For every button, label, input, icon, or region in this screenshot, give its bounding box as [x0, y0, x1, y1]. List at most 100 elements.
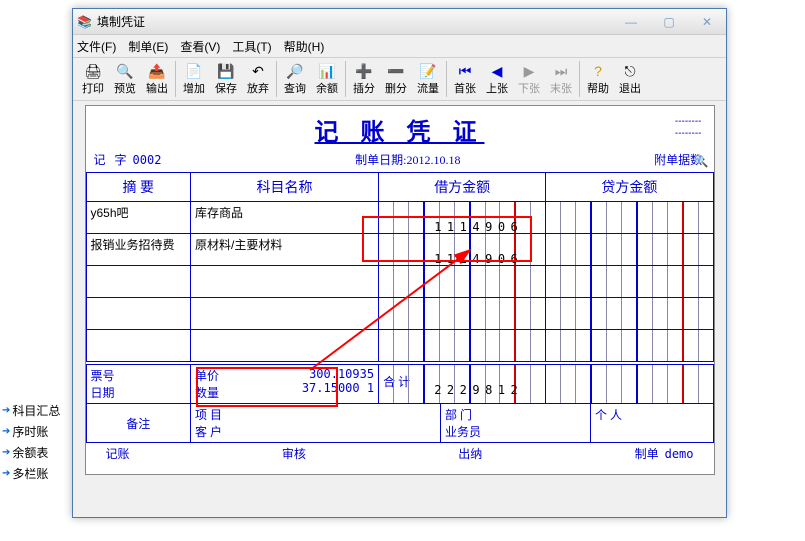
price-value[interactable]: 300.10935 — [309, 367, 374, 381]
content-area: 记 账 凭 证 ---------------- 🔍 记 字 0002 制单日期… — [73, 101, 726, 517]
menu-edit[interactable]: 制单(E) — [128, 38, 168, 55]
col-credit-header: 贷方金额 — [546, 173, 713, 202]
window-title: 填制凭证 — [97, 13, 616, 30]
save-icon: 💾 — [217, 62, 234, 80]
menu-help[interactable]: 帮助(H) — [284, 38, 325, 55]
export-icon: 📤 — [148, 62, 165, 80]
col-debit-header: 借方金额 — [379, 173, 546, 202]
help-button[interactable]: ?帮助 — [582, 59, 614, 99]
separator — [446, 61, 447, 97]
insert-icon: ➕ — [355, 62, 372, 80]
audit-label: 审核 — [282, 445, 306, 462]
qty-value[interactable]: 37.15000 — [302, 381, 360, 395]
maker: 制单 demo — [635, 445, 694, 462]
subject-cell[interactable] — [191, 298, 378, 302]
footer-ticket: 票号 日期 — [86, 365, 191, 404]
footer-price-qty: 单价数量 300.10935 37.15000 1 — [191, 365, 379, 404]
voucher-row[interactable]: 报销业务招待费原材料/主要材料 1114906 — [86, 234, 713, 266]
delete-icon: ➖ — [387, 62, 404, 80]
print-icon: 🖨 — [84, 62, 102, 80]
app-icon: 📚 — [77, 14, 93, 30]
preview-icon: 🔍 — [116, 62, 133, 80]
separator — [175, 61, 176, 97]
summary-cell[interactable] — [87, 266, 191, 270]
prev-icon: ◀ — [492, 62, 503, 80]
sidebar-label: 科目汇总 — [12, 402, 60, 419]
insert-button[interactable]: ➕插分 — [348, 59, 380, 99]
debit-value[interactable]: 1114906 — [434, 220, 523, 234]
maximize-button[interactable]: ▢ — [654, 13, 684, 31]
menu-view[interactable]: 查看(V) — [180, 38, 220, 55]
voucher-number[interactable]: 0002 — [133, 153, 162, 167]
exit-button[interactable]: ⎋退出 — [614, 59, 646, 99]
voucher-row[interactable]: y65h吧库存商品 1114906 — [86, 202, 713, 234]
preview-button[interactable]: 🔍预览 — [109, 59, 141, 99]
voucher-table: 摘 要 科目名称 借方金额 贷方金额 y65h吧库存商品1114906报销业务招… — [86, 172, 714, 362]
titlebar: 📚 填制凭证 — ▢ ✕ — [73, 9, 726, 35]
voucher-form: 记 账 凭 证 ---------------- 🔍 记 字 0002 制单日期… — [85, 105, 715, 475]
sidebar-label: 余额表 — [12, 444, 48, 461]
prev-button[interactable]: ◀上张 — [481, 59, 513, 99]
col-summary-header: 摘 要 — [86, 173, 191, 202]
cancel-icon: ↶ — [252, 62, 264, 80]
summary-cell[interactable] — [87, 298, 191, 302]
close-button[interactable]: ✕ — [692, 13, 722, 31]
arrow-icon: ➔ — [2, 447, 10, 458]
subject-cell[interactable] — [191, 330, 378, 334]
dashed-decoration: ---------------- — [675, 116, 702, 140]
last-icon: ⏭ — [555, 62, 568, 80]
summary-cell[interactable]: 报销业务招待费 — [87, 234, 191, 255]
sidebar-label: 序时账 — [12, 423, 48, 440]
voucher-header: 记 字 0002 制单日期:2012.10.18 附单据数: — [86, 149, 714, 170]
voucher-footer-table: 票号 日期 单价数量 300.10935 37.15000 1 — [86, 364, 714, 443]
remark-label: 备注 — [86, 404, 191, 443]
voucher-bottom-bar: 记账 审核 出纳 制单 demo — [86, 443, 714, 464]
subject-cell[interactable]: 库存商品 — [191, 202, 378, 223]
add-button[interactable]: 📄增加 — [178, 59, 210, 99]
print-button[interactable]: 🖨打印 — [77, 59, 109, 99]
voucher-title: 记 账 凭 证 — [86, 106, 714, 149]
voucher-type: 记 字 0002 — [94, 151, 162, 168]
sidebar-item-journal[interactable]: ➔序时账 — [0, 421, 70, 442]
summary-cell[interactable]: y65h吧 — [87, 202, 191, 223]
sidebar-item-summary[interactable]: ➔科目汇总 — [0, 400, 70, 421]
query-icon: 🔎 — [286, 62, 303, 80]
cancel-button[interactable]: ↶放弃 — [242, 59, 274, 99]
subject-cell[interactable]: 原材料/主要材料 — [191, 234, 378, 255]
save-button[interactable]: 💾保存 — [210, 59, 242, 99]
voucher-row[interactable] — [86, 266, 713, 298]
first-button[interactable]: ⏮首张 — [449, 59, 481, 99]
subject-cell[interactable] — [191, 266, 378, 270]
magnify-icon[interactable]: 🔍 — [694, 154, 710, 170]
footer-total-label-cell: 合 计 2229812 — [379, 365, 546, 404]
sidebar-item-multi[interactable]: ➔多栏账 — [0, 463, 70, 484]
voucher-row[interactable] — [86, 330, 713, 362]
arrow-icon: ➔ — [2, 405, 10, 416]
export-button[interactable]: 📤输出 — [141, 59, 173, 99]
next-button[interactable]: ▶下张 — [513, 59, 545, 99]
flow-icon: 📝 — [419, 62, 436, 80]
flow-button[interactable]: 📝流量 — [412, 59, 444, 99]
main-window: 📚 填制凭证 — ▢ ✕ 文件(F) 制单(E) 查看(V) 工具(T) 帮助(… — [72, 8, 727, 518]
remark-row: 项 目 客 户 部 门 业务员 个 人 — [191, 404, 714, 443]
last-button[interactable]: ⏭末张 — [545, 59, 577, 99]
first-icon: ⏮ — [459, 62, 472, 80]
add-icon: 📄 — [185, 62, 202, 80]
sidebar-label: 多栏账 — [12, 465, 48, 482]
minimize-button[interactable]: — — [616, 13, 646, 31]
menu-tools[interactable]: 工具(T) — [232, 38, 271, 55]
voucher-row[interactable] — [86, 298, 713, 330]
voucher-date: 制单日期:2012.10.18 — [355, 151, 460, 168]
query-button[interactable]: 🔎查询 — [279, 59, 311, 99]
next-icon: ▶ — [524, 62, 535, 80]
balance-button[interactable]: 📊余额 — [311, 59, 343, 99]
window-controls: — ▢ ✕ — [616, 13, 722, 31]
menu-file[interactable]: 文件(F) — [77, 38, 116, 55]
exit-icon: ⎋ — [624, 62, 635, 80]
delete-button[interactable]: ➖删分 — [380, 59, 412, 99]
summary-cell[interactable] — [87, 330, 191, 334]
sidebar-item-balance[interactable]: ➔余额表 — [0, 442, 70, 463]
total-debit: 2229812 — [434, 383, 523, 397]
debit-value[interactable]: 1114906 — [434, 252, 523, 266]
toolbar: 🖨打印 🔍预览 📤输出 📄增加 💾保存 ↶放弃 🔎查询 📊余额 ➕插分 ➖删分 … — [73, 57, 726, 101]
